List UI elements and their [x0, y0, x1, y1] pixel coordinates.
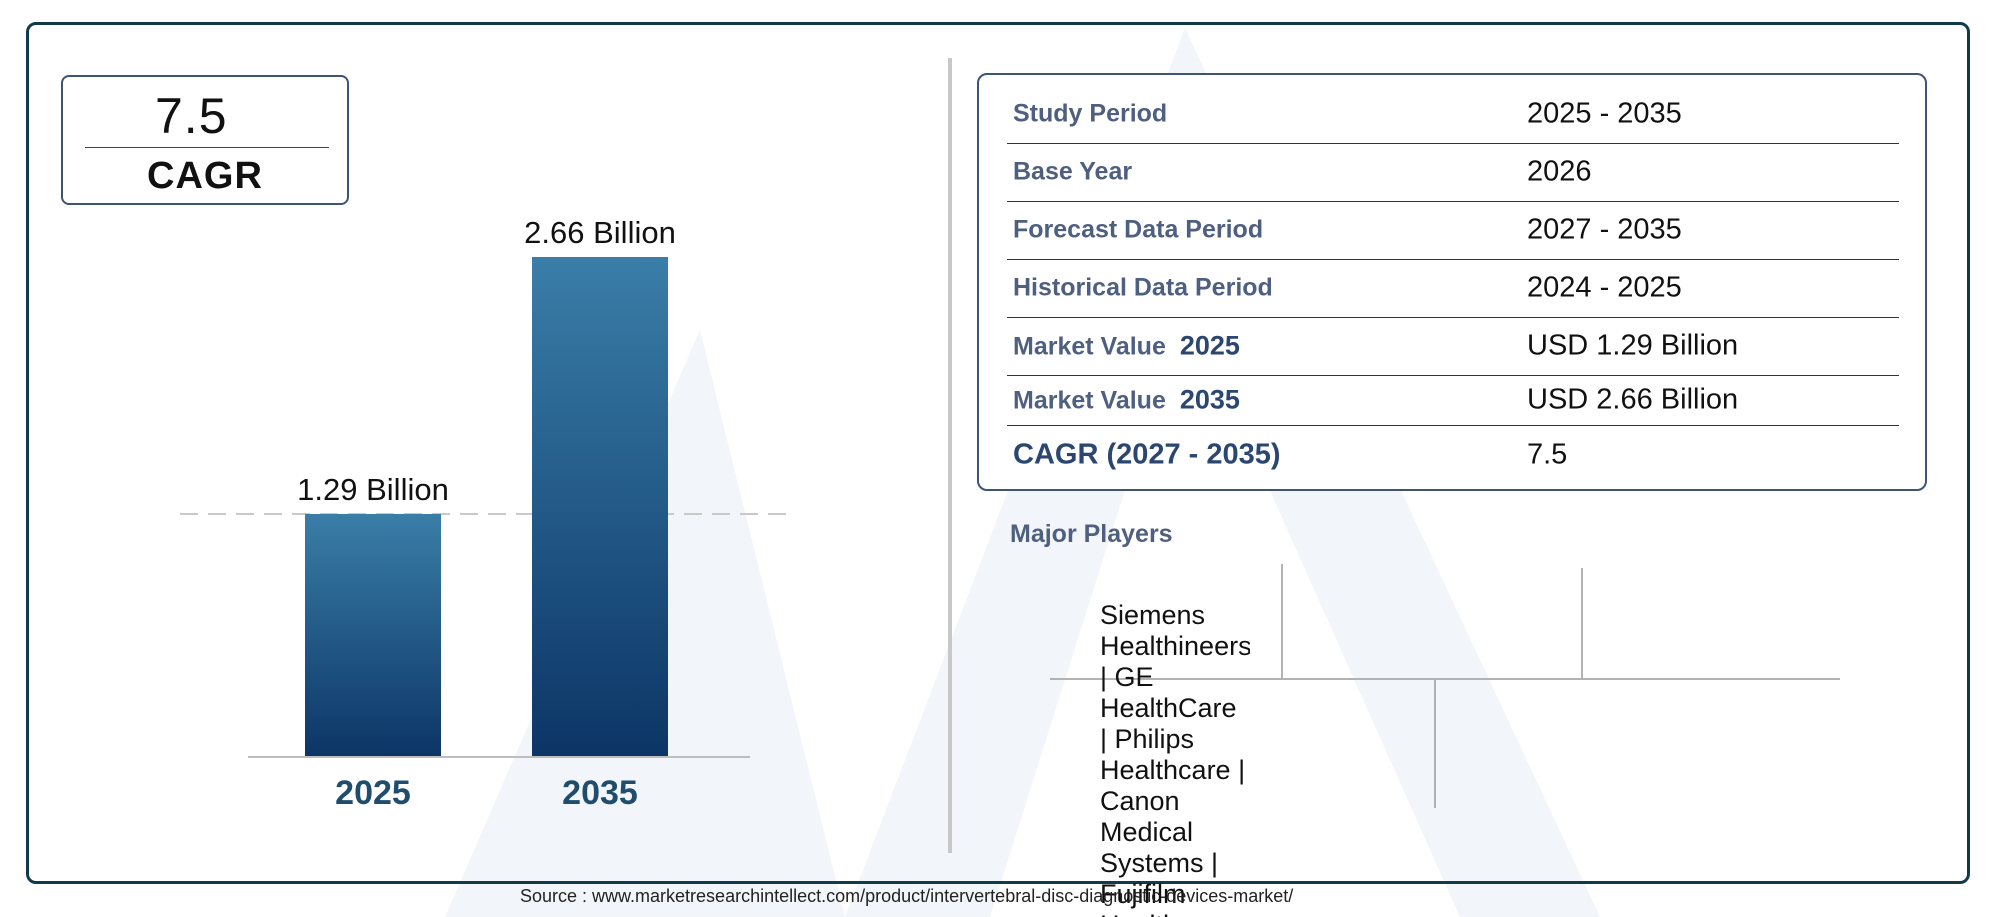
row-key: Base Year — [1013, 157, 1133, 186]
data-label: 1.29 Billion — [297, 472, 449, 507]
row-key: Forecast Data Period — [1013, 215, 1264, 244]
row-key-label: Market Value — [1013, 332, 1166, 361]
row-value: 2024 - 2025 — [1527, 271, 1682, 304]
market-summary-table: Study Period 2025 - 2035 Base Year 2026 … — [977, 73, 1927, 491]
x-tick-label: 2025 — [335, 774, 411, 812]
table-row: Market Value 2035 USD 2.66 Billion — [1007, 375, 1899, 426]
cagr-box: 7.5 CAGR — [61, 75, 349, 205]
table-row: CAGR (2027 - 2035) 7.5 — [1007, 425, 1899, 485]
row-key: Market Value 2025 — [1013, 331, 1240, 362]
row-value: 2026 — [1527, 155, 1592, 188]
row-key-year: 2035 — [1179, 384, 1240, 415]
table-row: Base Year 2026 — [1007, 143, 1899, 202]
table-row: Market Value 2025 USD 1.29 Billion — [1007, 317, 1899, 376]
row-value: USD 1.29 Billion — [1527, 329, 1739, 362]
row-key: CAGR (2027 - 2035) — [1013, 438, 1281, 471]
bar-2035 — [532, 257, 668, 756]
table-row: Historical Data Period 2024 - 2025 — [1007, 259, 1899, 318]
panel-divider — [948, 58, 952, 853]
timeline-tick — [1281, 564, 1283, 678]
row-value: 7.5 — [1527, 438, 1568, 471]
timeline-axis — [1050, 678, 1840, 680]
row-value: 2025 - 2035 — [1527, 97, 1682, 130]
row-key-year: 2025 — [1179, 330, 1240, 361]
row-value: 2027 - 2035 — [1527, 213, 1682, 246]
x-tick-label: 2035 — [562, 774, 638, 812]
outer-frame — [26, 22, 1970, 884]
row-key: Study Period — [1013, 99, 1168, 128]
cagr-value: 7.5 — [155, 88, 228, 144]
table-row: Study Period 2025 - 2035 — [1007, 85, 1899, 144]
row-key-label: Market Value — [1013, 386, 1166, 415]
source-note: Source : www.marketresearchintellect.com… — [520, 886, 1294, 906]
data-label: 2.66 Billion — [524, 215, 676, 250]
timeline-tick — [1581, 568, 1583, 678]
row-key: Market Value 2035 — [1013, 385, 1240, 416]
major-players-list: Siemens Healthineers | GE HealthCare | P… — [1100, 600, 1250, 917]
cagr-label: CAGR — [147, 155, 263, 197]
cagr-divider — [85, 147, 329, 148]
bar-2025 — [305, 514, 441, 756]
timeline-tick — [1434, 680, 1436, 808]
bar-chart: 1.29 Billion 2025 2.66 Billion 2035 — [180, 215, 790, 812]
table-row: Forecast Data Period 2027 - 2035 — [1007, 201, 1899, 260]
row-value: USD 2.66 Billion — [1527, 383, 1739, 416]
major-players-title: Major Players — [1010, 520, 1173, 548]
row-key: Historical Data Period — [1013, 273, 1273, 302]
